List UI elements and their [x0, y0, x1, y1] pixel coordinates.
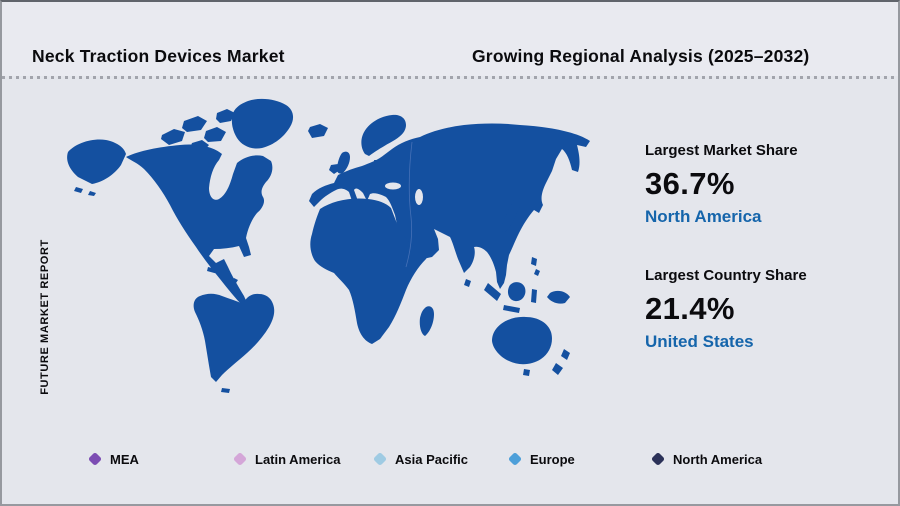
- page-subtitle: Growing Regional Analysis (2025–2032): [472, 46, 810, 66]
- continent-eurasia: [309, 123, 590, 289]
- legend-item-latin-america: Latin America: [232, 450, 341, 468]
- world-map: [62, 97, 642, 407]
- stat-label: Largest Country Share: [645, 267, 807, 284]
- black-sea: [385, 182, 401, 190]
- brand-watermark: FUTURE MARKET REPORT: [39, 239, 51, 395]
- legend-dot-north-america: [650, 451, 666, 467]
- legend-dot-europe: [507, 451, 523, 467]
- caspian-sea: [415, 189, 423, 205]
- region-alaska: [67, 139, 126, 196]
- header-divider: [2, 76, 898, 79]
- legend-dot-mea: [87, 451, 103, 467]
- legend-label: Asia Pacific: [395, 451, 468, 467]
- legend-dot-asia-pacific: [372, 451, 388, 467]
- legend-item-asia-pacific: Asia Pacific: [372, 450, 468, 468]
- continent-north-america: [126, 144, 273, 306]
- page-title: Neck Traction Devices Market: [32, 46, 285, 66]
- region-scandinavia: [361, 114, 406, 167]
- stat-country-share: Largest Country Share 21.4% United State…: [645, 267, 890, 352]
- island-iceland: [308, 124, 328, 138]
- world-map-svg: [67, 98, 590, 393]
- legend-label: Europe: [530, 451, 575, 467]
- islands-japan: [501, 197, 522, 233]
- arctic-islands: [161, 109, 235, 152]
- stat-region: North America: [645, 207, 762, 226]
- islands-indonesia: [484, 282, 570, 313]
- islands-new-zealand: [552, 349, 570, 375]
- continent-greenland: [231, 98, 294, 149]
- map-legend: MEA Latin America Asia Pacific Europe No…: [2, 450, 898, 470]
- legend-item-mea: MEA: [87, 450, 139, 468]
- legend-label: MEA: [110, 451, 139, 467]
- legend-item-europe: Europe: [507, 450, 575, 468]
- stat-label: Largest Market Share: [645, 142, 798, 159]
- stats-panel: Largest Market Share 36.7% North America…: [645, 142, 890, 352]
- stat-market-share: Largest Market Share 36.7% North America: [645, 142, 890, 227]
- continent-africa: [310, 198, 434, 344]
- islands-philippines: [531, 257, 540, 276]
- continent-australia: [492, 316, 552, 376]
- legend-label: Latin America: [255, 451, 341, 467]
- header-bar: Neck Traction Devices Market Growing Reg…: [2, 2, 898, 76]
- stat-value: 21.4%: [645, 291, 735, 326]
- legend-item-north-america: North America: [650, 450, 763, 468]
- ural-border-line: [405, 141, 413, 268]
- legend-dot-latin-america: [232, 451, 248, 467]
- continent-south-america: [193, 293, 275, 393]
- stat-value: 36.7%: [645, 166, 735, 201]
- stat-region: United States: [645, 332, 754, 351]
- islands-uk-ireland: [329, 151, 350, 174]
- legend-label: North America: [673, 451, 763, 467]
